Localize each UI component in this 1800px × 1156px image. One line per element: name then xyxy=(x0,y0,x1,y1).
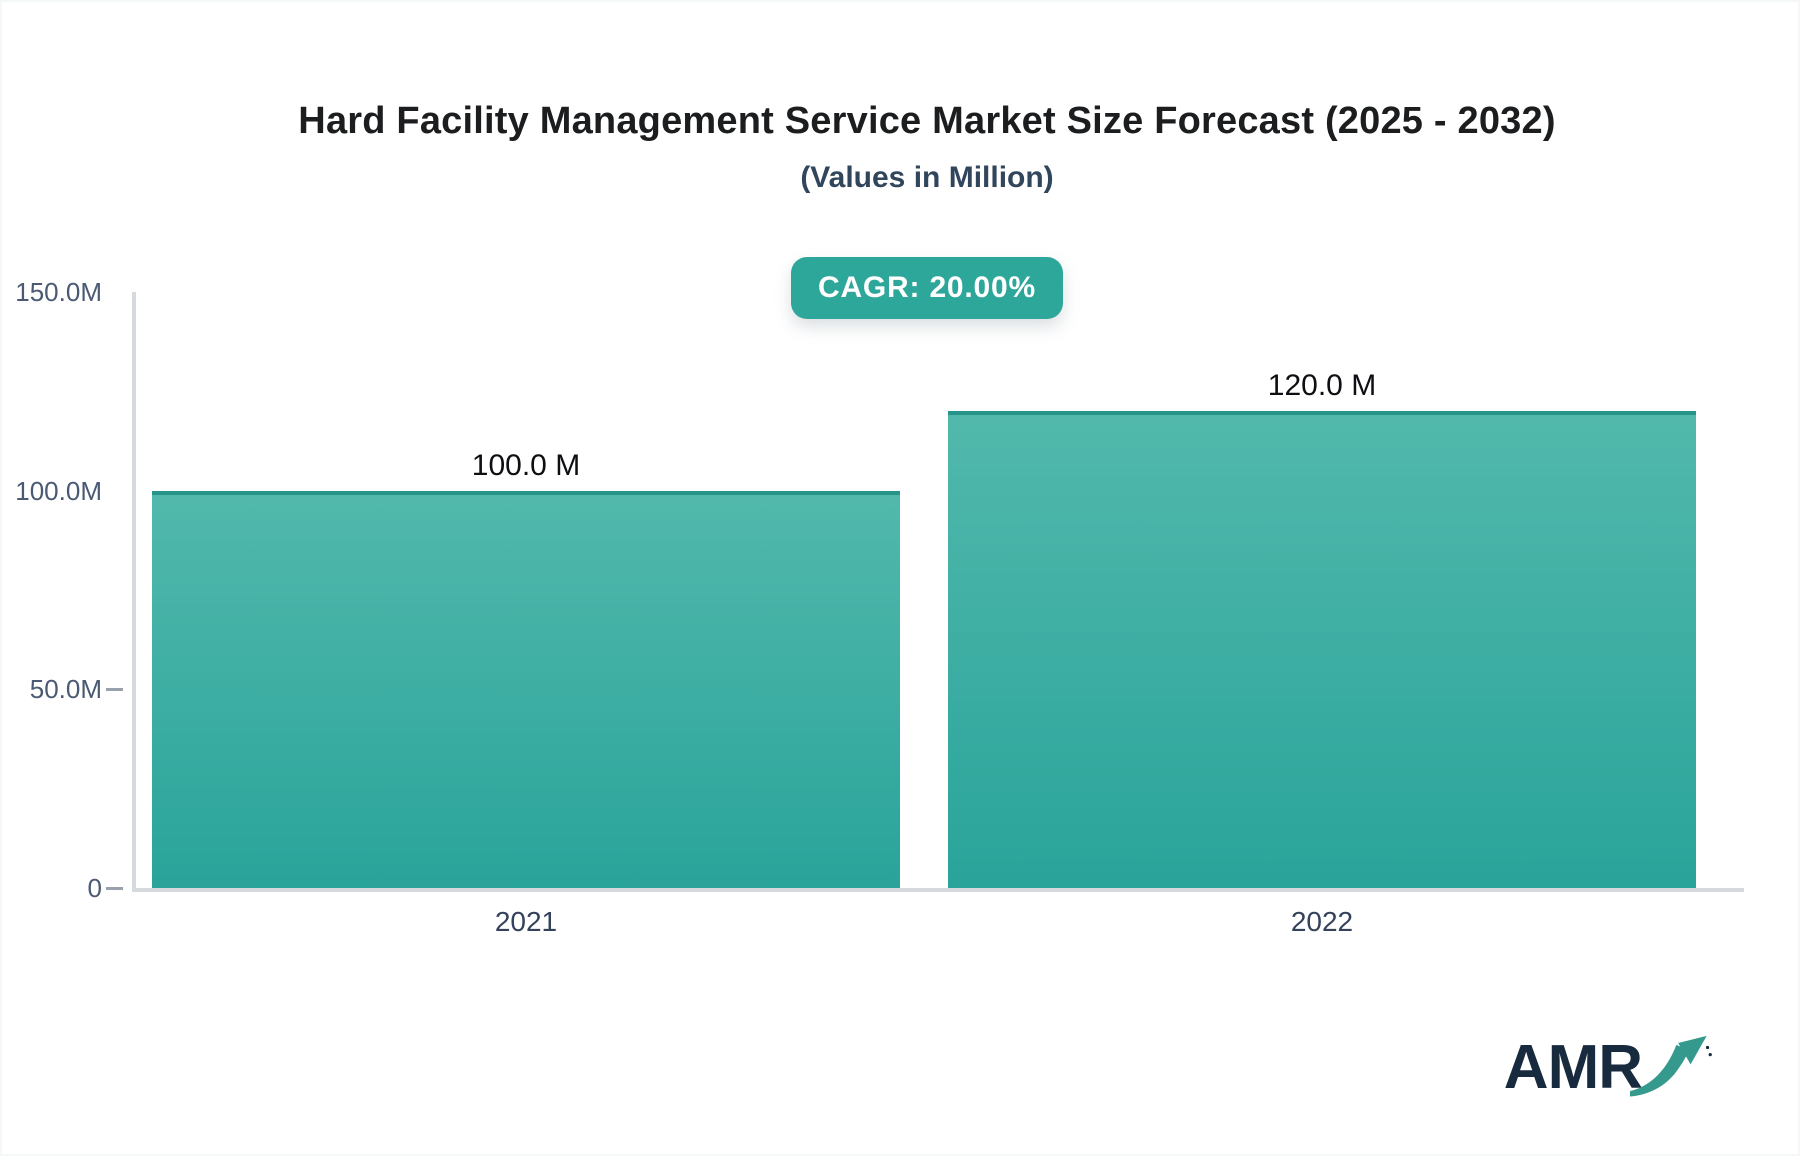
y-axis-tick-label: 150.0M xyxy=(15,277,102,307)
bar-2021[interactable] xyxy=(152,490,900,888)
chart-header: Hard Facility Management Service Market … xyxy=(2,2,1798,196)
cagr-badge: CAGR: 20.00% xyxy=(790,257,1064,319)
growth-arrow-icon xyxy=(1630,1035,1712,1097)
bar-value-label: 120.0 M xyxy=(1267,369,1377,403)
amr-logo: AMR xyxy=(1504,1030,1712,1104)
x-axis-label: 2021 xyxy=(494,906,558,937)
y-axis-tick-label: 50.0M xyxy=(29,674,102,705)
cagr-badge-label: CAGR: 20.00% xyxy=(817,271,1037,304)
y-axis-tick-label: 100.0M xyxy=(15,475,102,506)
chart-title: Hard Facility Management Service Market … xyxy=(298,100,1556,142)
y-axis-line xyxy=(132,292,136,892)
x-axis-label: 2022 xyxy=(1290,906,1354,937)
chart-subtitle: (Values in Million) xyxy=(800,161,1054,194)
bar-value-label: 100.0 M xyxy=(471,448,581,482)
y-axis-tick-label: 0 xyxy=(87,873,102,903)
amr-logo-text: AMR xyxy=(1503,1032,1643,1102)
y-axis-tick-mark xyxy=(106,886,123,890)
bar-2022[interactable] xyxy=(948,411,1696,888)
y-axis-tick-mark xyxy=(106,687,123,691)
x-axis-line xyxy=(132,888,1744,892)
